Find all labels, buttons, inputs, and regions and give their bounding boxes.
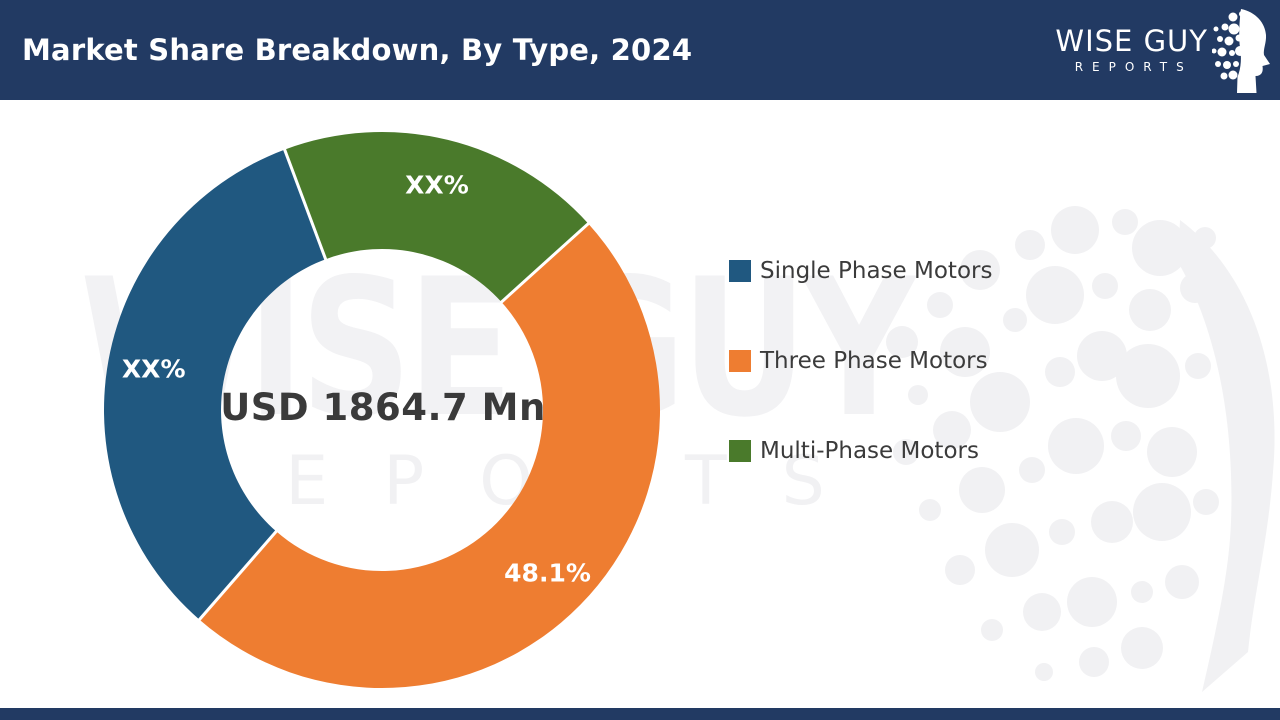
dotted-head-profile-icon	[1212, 9, 1270, 93]
brand-wordmark: WISE GUY REPORTS	[1055, 24, 1208, 74]
brand-logo: WISE GUY REPORTS	[1055, 0, 1272, 100]
slice-label: 48.1%	[504, 559, 591, 588]
brand-subtitle: REPORTS	[1074, 59, 1193, 74]
slice-label: XX%	[122, 355, 186, 384]
slice-separator	[499, 221, 591, 304]
header-bar: Market Share Breakdown, By Type, 2024 WI…	[0, 0, 1280, 100]
page-title: Market Share Breakdown, By Type, 2024	[22, 33, 693, 67]
donut-slice-1	[199, 223, 661, 689]
donut-slice-0	[284, 132, 589, 303]
watermark-head-icon	[886, 206, 1275, 692]
brand-name: WISE GUY	[1055, 24, 1208, 59]
bottom-bar	[0, 708, 1280, 720]
center-value: USD 1864.7 Mn	[220, 386, 546, 429]
slice-label: XX%	[405, 171, 469, 200]
slice-separator	[197, 529, 279, 622]
slice-separator	[282, 148, 328, 261]
donut-slice-2	[104, 149, 326, 620]
watermark-reports: REPORTS	[183, 448, 880, 516]
donut-chart: XX% 48.1% XX%	[104, 132, 661, 689]
